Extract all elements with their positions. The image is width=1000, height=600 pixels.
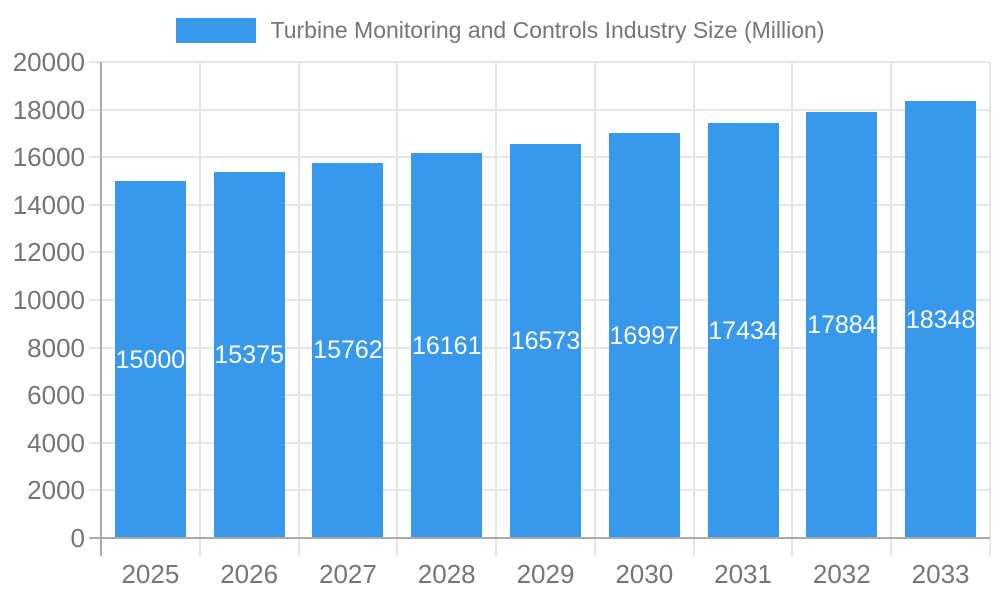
y-axis-tick-label: 20000 xyxy=(12,47,85,77)
bar[interactable] xyxy=(510,143,581,538)
y-gridline xyxy=(89,61,990,63)
category-boundary-line xyxy=(297,62,300,556)
x-axis-baseline xyxy=(89,537,990,539)
y-axis-tick-label: 0 xyxy=(70,523,85,553)
y-axis-tick-label: 8000 xyxy=(27,332,85,363)
y-gridline xyxy=(89,108,990,111)
bar-value-label: 17884 xyxy=(807,311,877,340)
bar[interactable] xyxy=(114,181,186,538)
y-axis-tick-label: 2000 xyxy=(27,475,85,506)
bar[interactable] xyxy=(905,101,977,538)
x-axis-tick-label: 2027 xyxy=(319,559,377,589)
category-boundary-line xyxy=(989,62,991,556)
legend-label: Turbine Monitoring and Controls Industry… xyxy=(270,17,825,43)
x-axis-tick-label: 2030 xyxy=(615,559,674,589)
category-boundary-line xyxy=(593,62,596,556)
category-boundary-line xyxy=(692,62,695,556)
y-axis-tick-label: 10000 xyxy=(12,285,85,315)
bar[interactable] xyxy=(213,172,285,538)
category-boundary-line xyxy=(791,62,794,556)
bar-value-label: 15762 xyxy=(313,336,383,365)
y-axis-tick-label: 6000 xyxy=(27,380,85,411)
bar-value-label: 17434 xyxy=(708,316,778,345)
y-axis-tick-label: 18000 xyxy=(12,94,85,125)
x-axis-tick-label: 2033 xyxy=(911,559,970,589)
x-axis-tick-label: 2031 xyxy=(714,559,772,589)
y-axis-tick-label: 16000 xyxy=(12,142,85,173)
bar[interactable] xyxy=(707,123,779,538)
y-axis-tick-label: 14000 xyxy=(12,189,85,220)
x-axis-tick-label: 2026 xyxy=(220,559,279,589)
y-axis-line xyxy=(100,62,102,556)
x-axis-tick-label: 2032 xyxy=(812,559,871,589)
bar-value-label: 16997 xyxy=(609,321,680,350)
category-boundary-line xyxy=(495,62,498,556)
bar-value-label: 15375 xyxy=(214,341,284,370)
y-axis-tick-label: 4000 xyxy=(27,427,85,458)
legend-swatch xyxy=(175,18,256,43)
bar-value-label: 16161 xyxy=(411,331,482,360)
category-boundary-line xyxy=(198,62,201,556)
legend-item[interactable]: Turbine Monitoring and Controls Industry… xyxy=(0,17,1000,44)
bar[interactable] xyxy=(806,112,878,538)
x-axis-tick-label: 2028 xyxy=(417,559,476,589)
bar-value-label: 16573 xyxy=(510,326,581,355)
bar[interactable] xyxy=(608,133,680,538)
x-axis-tick-label: 2029 xyxy=(516,559,575,589)
category-boundary-line xyxy=(396,62,399,556)
y-axis-tick-label: 12000 xyxy=(12,237,85,268)
x-axis-tick-label: 2025 xyxy=(121,559,180,589)
bar-value-label: 18348 xyxy=(905,305,976,334)
category-boundary-line xyxy=(890,62,893,556)
bar[interactable] xyxy=(312,162,384,538)
bar-value-label: 15000 xyxy=(115,345,186,374)
bar[interactable] xyxy=(411,153,483,538)
